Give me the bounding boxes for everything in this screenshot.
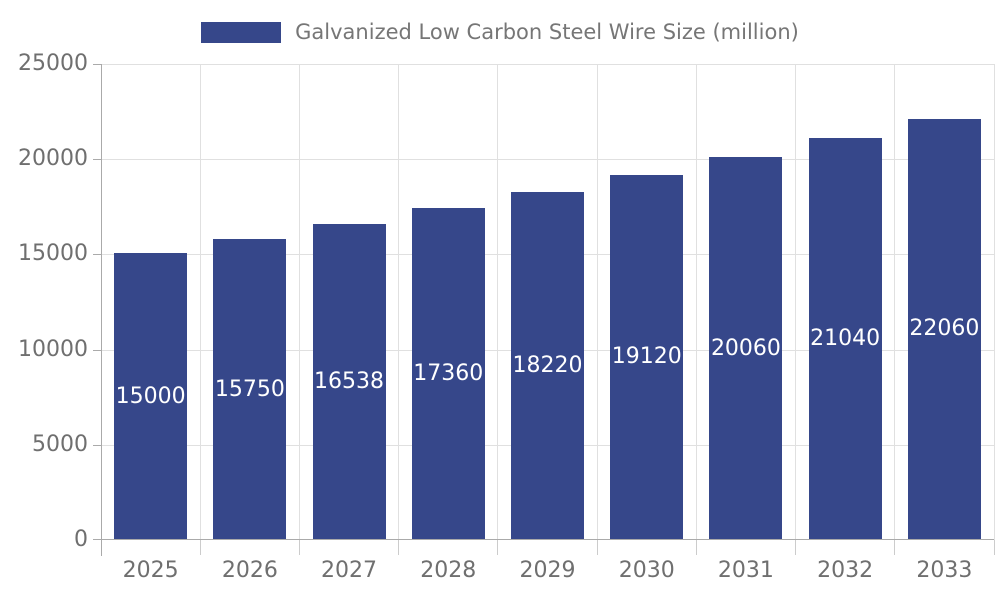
plot-area: 15000 15750 16538 17360 18220 19120 20060 21040… [93,64,995,556]
gridline-vertical [497,64,499,540]
y-tick-label: 0 [74,526,88,552]
bar-value-label: 18220 [512,353,583,379]
x-tick-label: 2031 [717,558,774,583]
x-axis-tick [298,540,300,555]
gridline-vertical [993,64,995,540]
y-tick-label: 25000 [18,50,88,76]
bar-value-label: 16538 [314,369,385,395]
x-tick-label: 2030 [618,558,675,583]
x-axis-tick [894,540,896,555]
bar[interactable]: 16538 [312,224,386,539]
gridline-vertical [795,64,797,540]
y-axis-tick [93,444,101,446]
y-tick-label: 15000 [18,241,88,267]
bar-value-label: 17360 [413,361,484,387]
bar-value-label: 19120 [611,344,682,370]
gridline-vertical [398,64,400,540]
bar-value-label: 15750 [214,376,285,402]
y-axis-tick [93,254,101,256]
gridline-vertical [596,64,598,540]
x-axis-tick [199,540,201,555]
bar-value-label: 22060 [909,316,980,342]
x-tick-label: 2025 [122,558,179,583]
x-tick-label: 2032 [817,558,874,583]
x-tick-label: 2026 [221,558,278,583]
bar[interactable]: 15000 [114,253,188,539]
y-axis-tick [93,349,101,351]
gridline-vertical [199,64,201,540]
x-tick-label: 2029 [519,558,576,583]
x-axis-tick [398,540,400,555]
bar[interactable]: 22060 [907,118,981,539]
x-axis-labels: 2025 2026 2027 2028 2029 2030 2031 2032 2033 [101,558,994,588]
legend[interactable]: Galvanized Low Carbon Steel Wire Size (m… [0,20,1000,44]
legend-swatch-icon [201,21,282,43]
x-tick-label: 2028 [420,558,477,583]
bar[interactable]: 17360 [411,208,485,539]
y-axis-line [101,64,102,556]
x-axis-tick [695,540,697,555]
x-axis-tick [795,540,797,555]
gridline-horizontal [101,64,994,65]
gridline-vertical [695,64,697,540]
x-tick-label: 2027 [321,558,378,583]
bar-value-label: 20060 [710,335,781,361]
gridline-horizontal [101,159,994,161]
bar[interactable]: 20060 [709,157,783,539]
gridline-vertical [298,64,300,540]
x-axis-line [101,539,994,540]
x-axis-tick [596,540,598,555]
bar[interactable]: 18220 [511,192,584,539]
x-axis-tick [497,540,499,555]
x-axis-tick [993,540,995,555]
bar[interactable]: 21040 [808,138,882,539]
legend-label: Galvanized Low Carbon Steel Wire Size (m… [295,20,799,44]
bar[interactable]: 19120 [610,174,684,539]
y-axis-tick [93,64,101,65]
y-axis-tick [93,159,101,161]
y-tick-label: 5000 [32,431,88,457]
bar-value-label: 15000 [115,383,186,409]
gridline-vertical [894,64,896,540]
y-axis-labels: 0 5000 10000 15000 20000 25000 [0,51,88,551]
y-tick-label: 20000 [18,146,88,172]
y-tick-label: 10000 [18,336,88,362]
bar[interactable]: 15750 [213,239,287,539]
bar-value-label: 21040 [810,326,881,352]
y-axis-tick [93,539,101,540]
x-tick-label: 2033 [916,558,973,583]
